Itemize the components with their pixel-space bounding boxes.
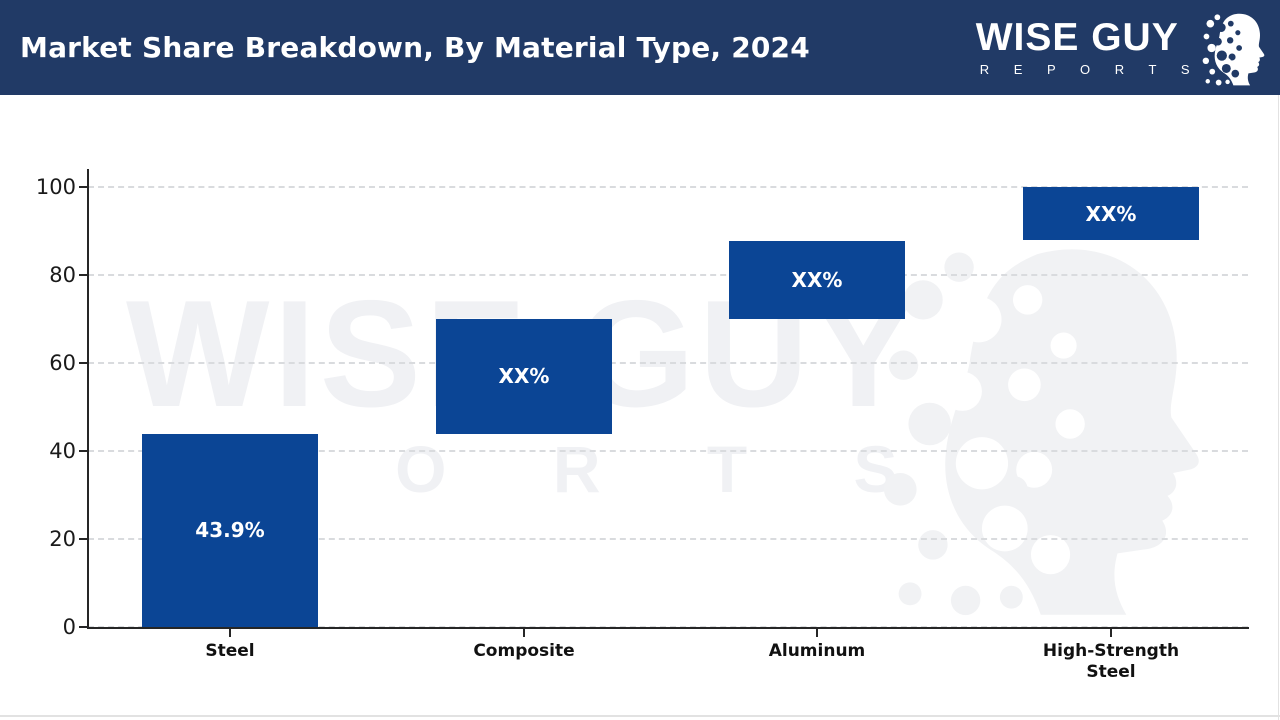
bar-value-label: XX% <box>1085 201 1137 226</box>
x-axis-tick-mark <box>229 629 231 637</box>
gridline-100 <box>88 186 1248 188</box>
y-axis-tick-mark <box>79 186 88 188</box>
x-axis-category-label: Composite <box>473 641 575 661</box>
x-axis-tick-mark <box>816 629 818 637</box>
gridline-20 <box>88 538 1248 540</box>
y-axis-tick-label: 20 <box>49 527 76 551</box>
y-axis-tick-label: 60 <box>49 351 76 375</box>
y-axis-tick-mark <box>79 626 88 628</box>
x-axis-category-label: Aluminum <box>768 641 866 661</box>
y-axis-tick-label: 40 <box>49 439 76 463</box>
y-axis-tick-mark <box>79 538 88 540</box>
brand-logo-line2: R E P O R T S <box>979 62 1200 77</box>
bar-value-label: XX% <box>498 364 550 389</box>
page-title: Market Share Breakdown, By Material Type… <box>20 31 810 64</box>
y-axis-tick-label: 80 <box>49 263 76 287</box>
x-axis-tick-mark <box>523 629 525 637</box>
bar-segment-3: XX% <box>729 241 905 319</box>
y-axis-tick-mark <box>79 274 88 276</box>
y-axis-tick-mark <box>79 362 88 364</box>
watermark-text-line2: P O R T S <box>246 432 942 506</box>
x-axis-tick-mark <box>1110 629 1112 637</box>
brand-logo-line1: WISE GUY <box>975 16 1179 59</box>
x-axis-category-label: Steel <box>205 641 255 661</box>
header: Market Share Breakdown, By Material Type… <box>0 0 1280 95</box>
bar-value-label: XX% <box>791 268 843 293</box>
y-axis-tick-label: 100 <box>35 175 76 199</box>
gridline-60 <box>88 362 1248 364</box>
x-axis-line <box>87 627 1249 629</box>
brand-logo: WISE GUY R E P O R T S <box>976 9 1266 87</box>
right-border-line <box>1278 95 1279 720</box>
bar-segment-2: XX% <box>436 319 612 434</box>
bar-segment-4: XX% <box>1023 187 1199 241</box>
y-axis-line <box>87 169 89 629</box>
y-axis-tick-mark <box>79 450 88 452</box>
x-axis-category-label: High-Strength Steel <box>1042 641 1180 683</box>
y-axis-tick-label: 0 <box>62 615 76 639</box>
bar-segment-1: 43.9% <box>142 433 318 627</box>
watermark-head-icon <box>878 228 1210 620</box>
gridline-80 <box>88 274 1248 276</box>
bottom-border-line <box>0 715 1280 717</box>
bar-value-label: 43.9% <box>195 518 265 543</box>
brand-head-icon <box>1202 9 1266 87</box>
gridline-40 <box>88 450 1248 452</box>
brand-logo-text: WISE GUY R E P O R T S <box>976 18 1200 77</box>
